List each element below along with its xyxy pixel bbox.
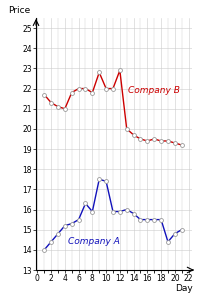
- X-axis label: Day: Day: [175, 284, 193, 293]
- Text: Company A: Company A: [68, 237, 120, 246]
- Text: Company B: Company B: [128, 85, 180, 94]
- Text: Price: Price: [8, 7, 30, 16]
